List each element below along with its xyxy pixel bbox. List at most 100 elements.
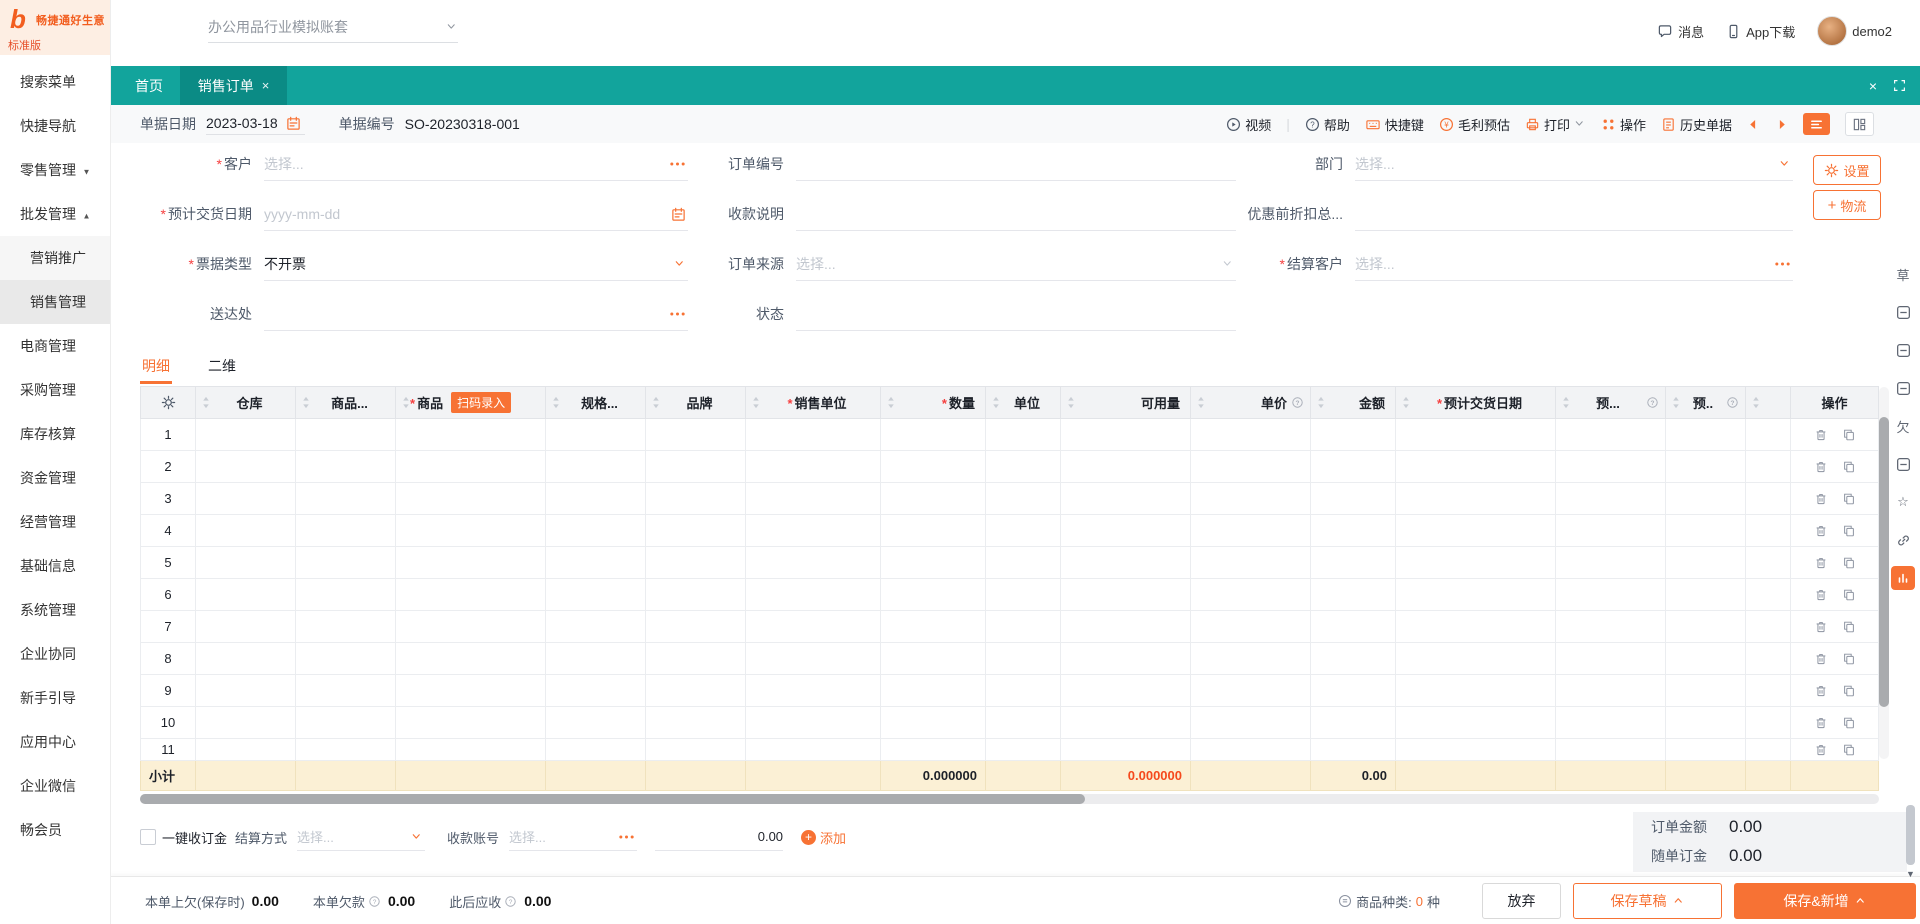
cell-可用量[interactable] — [1061, 451, 1191, 483]
cell-数量[interactable] — [881, 643, 986, 675]
settle-method-select[interactable]: 选择... — [297, 824, 426, 851]
sidebar-item-新手引导[interactable]: 新手引导 — [0, 676, 110, 720]
cell-品牌[interactable] — [646, 579, 746, 611]
col-header-商品...[interactable]: 商品... — [296, 387, 396, 419]
cell-商品[interactable] — [396, 515, 546, 547]
cell-商品[interactable] — [396, 675, 546, 707]
toolbar-action-毛利预估[interactable]: ¥ 毛利预估 — [1439, 115, 1510, 134]
cell-预..[interactable] — [1666, 483, 1746, 515]
link-icon[interactable] — [1891, 528, 1915, 552]
field-input-订单编号[interactable] — [796, 148, 1236, 181]
cell-销售单位[interactable] — [746, 419, 881, 451]
receive-account-select[interactable]: 选择... — [509, 824, 638, 851]
cell-blank[interactable] — [1746, 675, 1791, 707]
cell-销售单位[interactable] — [746, 451, 881, 483]
chevron-gray-icon[interactable] — [1222, 258, 1236, 270]
cell-预..[interactable] — [1666, 579, 1746, 611]
cell-blank[interactable] — [1746, 547, 1791, 579]
cell-可用量[interactable] — [1061, 547, 1191, 579]
nav-left-icon[interactable] — [1747, 118, 1760, 131]
tab-sales-order[interactable]: 销售订单 × — [180, 66, 287, 105]
add-payment-button[interactable]: + 添加 — [801, 828, 846, 847]
cell-预计交货日期[interactable] — [1396, 419, 1556, 451]
toolbar-action-打印[interactable]: 打印 — [1525, 115, 1586, 134]
cell-可用量[interactable] — [1061, 515, 1191, 547]
save-draft-button[interactable]: 保存草稿 — [1573, 883, 1722, 919]
cell-仓库[interactable] — [196, 707, 296, 739]
cell-仓库[interactable] — [196, 643, 296, 675]
copy-row-icon[interactable] — [1842, 460, 1856, 474]
cell-金额[interactable] — [1311, 739, 1396, 761]
column-settings-gear-icon[interactable] — [161, 395, 176, 410]
cell-规格...[interactable] — [546, 739, 646, 761]
cell-商品[interactable] — [396, 739, 546, 761]
fullscreen-icon[interactable] — [1893, 79, 1906, 92]
report-icon[interactable] — [1891, 566, 1915, 590]
cell-品牌[interactable] — [646, 419, 746, 451]
col-header-仓库[interactable]: 仓库 — [196, 387, 296, 419]
cell-商品[interactable] — [396, 611, 546, 643]
cell-blank[interactable] — [1746, 611, 1791, 643]
cell-单位[interactable] — [986, 579, 1061, 611]
cell-预计交货日期[interactable] — [1396, 739, 1556, 761]
cell-blank[interactable] — [1746, 643, 1791, 675]
col-header-预计交货日期[interactable]: * 预计交货日期 — [1396, 387, 1556, 419]
cell-品牌[interactable] — [646, 515, 746, 547]
cell-金额[interactable] — [1311, 579, 1396, 611]
delete-row-icon[interactable] — [1814, 743, 1828, 757]
table-horizontal-scrollbar[interactable] — [140, 794, 1879, 804]
cell-销售单位[interactable] — [746, 675, 881, 707]
cell-品牌[interactable] — [646, 483, 746, 515]
calendar-icon[interactable] — [671, 207, 688, 222]
cell-单价[interactable] — [1191, 707, 1311, 739]
cell-单价[interactable] — [1191, 451, 1311, 483]
cell-商品...[interactable] — [296, 451, 396, 483]
copy-row-icon[interactable] — [1842, 620, 1856, 634]
help-icon[interactable]: ? — [504, 895, 517, 908]
cell-可用量[interactable] — [1061, 675, 1191, 707]
col-header-数量[interactable]: * 数量 — [881, 387, 986, 419]
cell-规格...[interactable] — [546, 483, 646, 515]
cell-商品...[interactable] — [296, 643, 396, 675]
logistics-button[interactable]: + 物流 — [1813, 190, 1881, 220]
toolbar-action-帮助[interactable]: ? 帮助 — [1305, 115, 1350, 134]
cell-金额[interactable] — [1311, 515, 1396, 547]
cell-仓库[interactable] — [196, 611, 296, 643]
cell-规格...[interactable] — [546, 547, 646, 579]
cell-金额[interactable] — [1311, 451, 1396, 483]
cell-品牌[interactable] — [646, 707, 746, 739]
cell-规格...[interactable] — [546, 707, 646, 739]
cell-预...[interactable] — [1556, 515, 1666, 547]
cell-数量[interactable] — [881, 515, 986, 547]
cell-预计交货日期[interactable] — [1396, 611, 1556, 643]
delete-row-icon[interactable] — [1814, 492, 1828, 506]
cell-商品...[interactable] — [296, 739, 396, 761]
cell-单价[interactable] — [1191, 579, 1311, 611]
cell-预...[interactable] — [1556, 579, 1666, 611]
cell-单位[interactable] — [986, 515, 1061, 547]
app-download-button[interactable]: App下载 — [1726, 22, 1795, 41]
cell-单位[interactable] — [986, 739, 1061, 761]
owe-icon[interactable]: 欠 — [1896, 419, 1910, 435]
cell-可用量[interactable] — [1061, 483, 1191, 515]
tab-home[interactable]: 首页 — [118, 66, 180, 105]
cell-预..[interactable] — [1666, 547, 1746, 579]
cell-商品...[interactable] — [296, 547, 396, 579]
ellipsis-icon[interactable] — [669, 161, 688, 167]
cell-blank[interactable] — [1746, 515, 1791, 547]
copy-row-icon[interactable] — [1842, 743, 1856, 757]
cell-销售单位[interactable] — [746, 739, 881, 761]
cell-商品...[interactable] — [296, 483, 396, 515]
cell-商品...[interactable] — [296, 515, 396, 547]
cell-预..[interactable] — [1666, 643, 1746, 675]
cell-仓库[interactable] — [196, 739, 296, 761]
clock-icon[interactable] — [1891, 376, 1915, 400]
deposit-amount-input[interactable]: 0.00 — [655, 824, 784, 851]
cell-可用量[interactable] — [1061, 419, 1191, 451]
cell-商品[interactable] — [396, 707, 546, 739]
cell-预...[interactable] — [1556, 643, 1666, 675]
col-header-预..[interactable]: 预..? — [1666, 387, 1746, 419]
cell-规格...[interactable] — [546, 643, 646, 675]
cell-可用量[interactable] — [1061, 579, 1191, 611]
sidebar-item-零售管理[interactable]: 零售管理 ▼ — [0, 148, 110, 192]
